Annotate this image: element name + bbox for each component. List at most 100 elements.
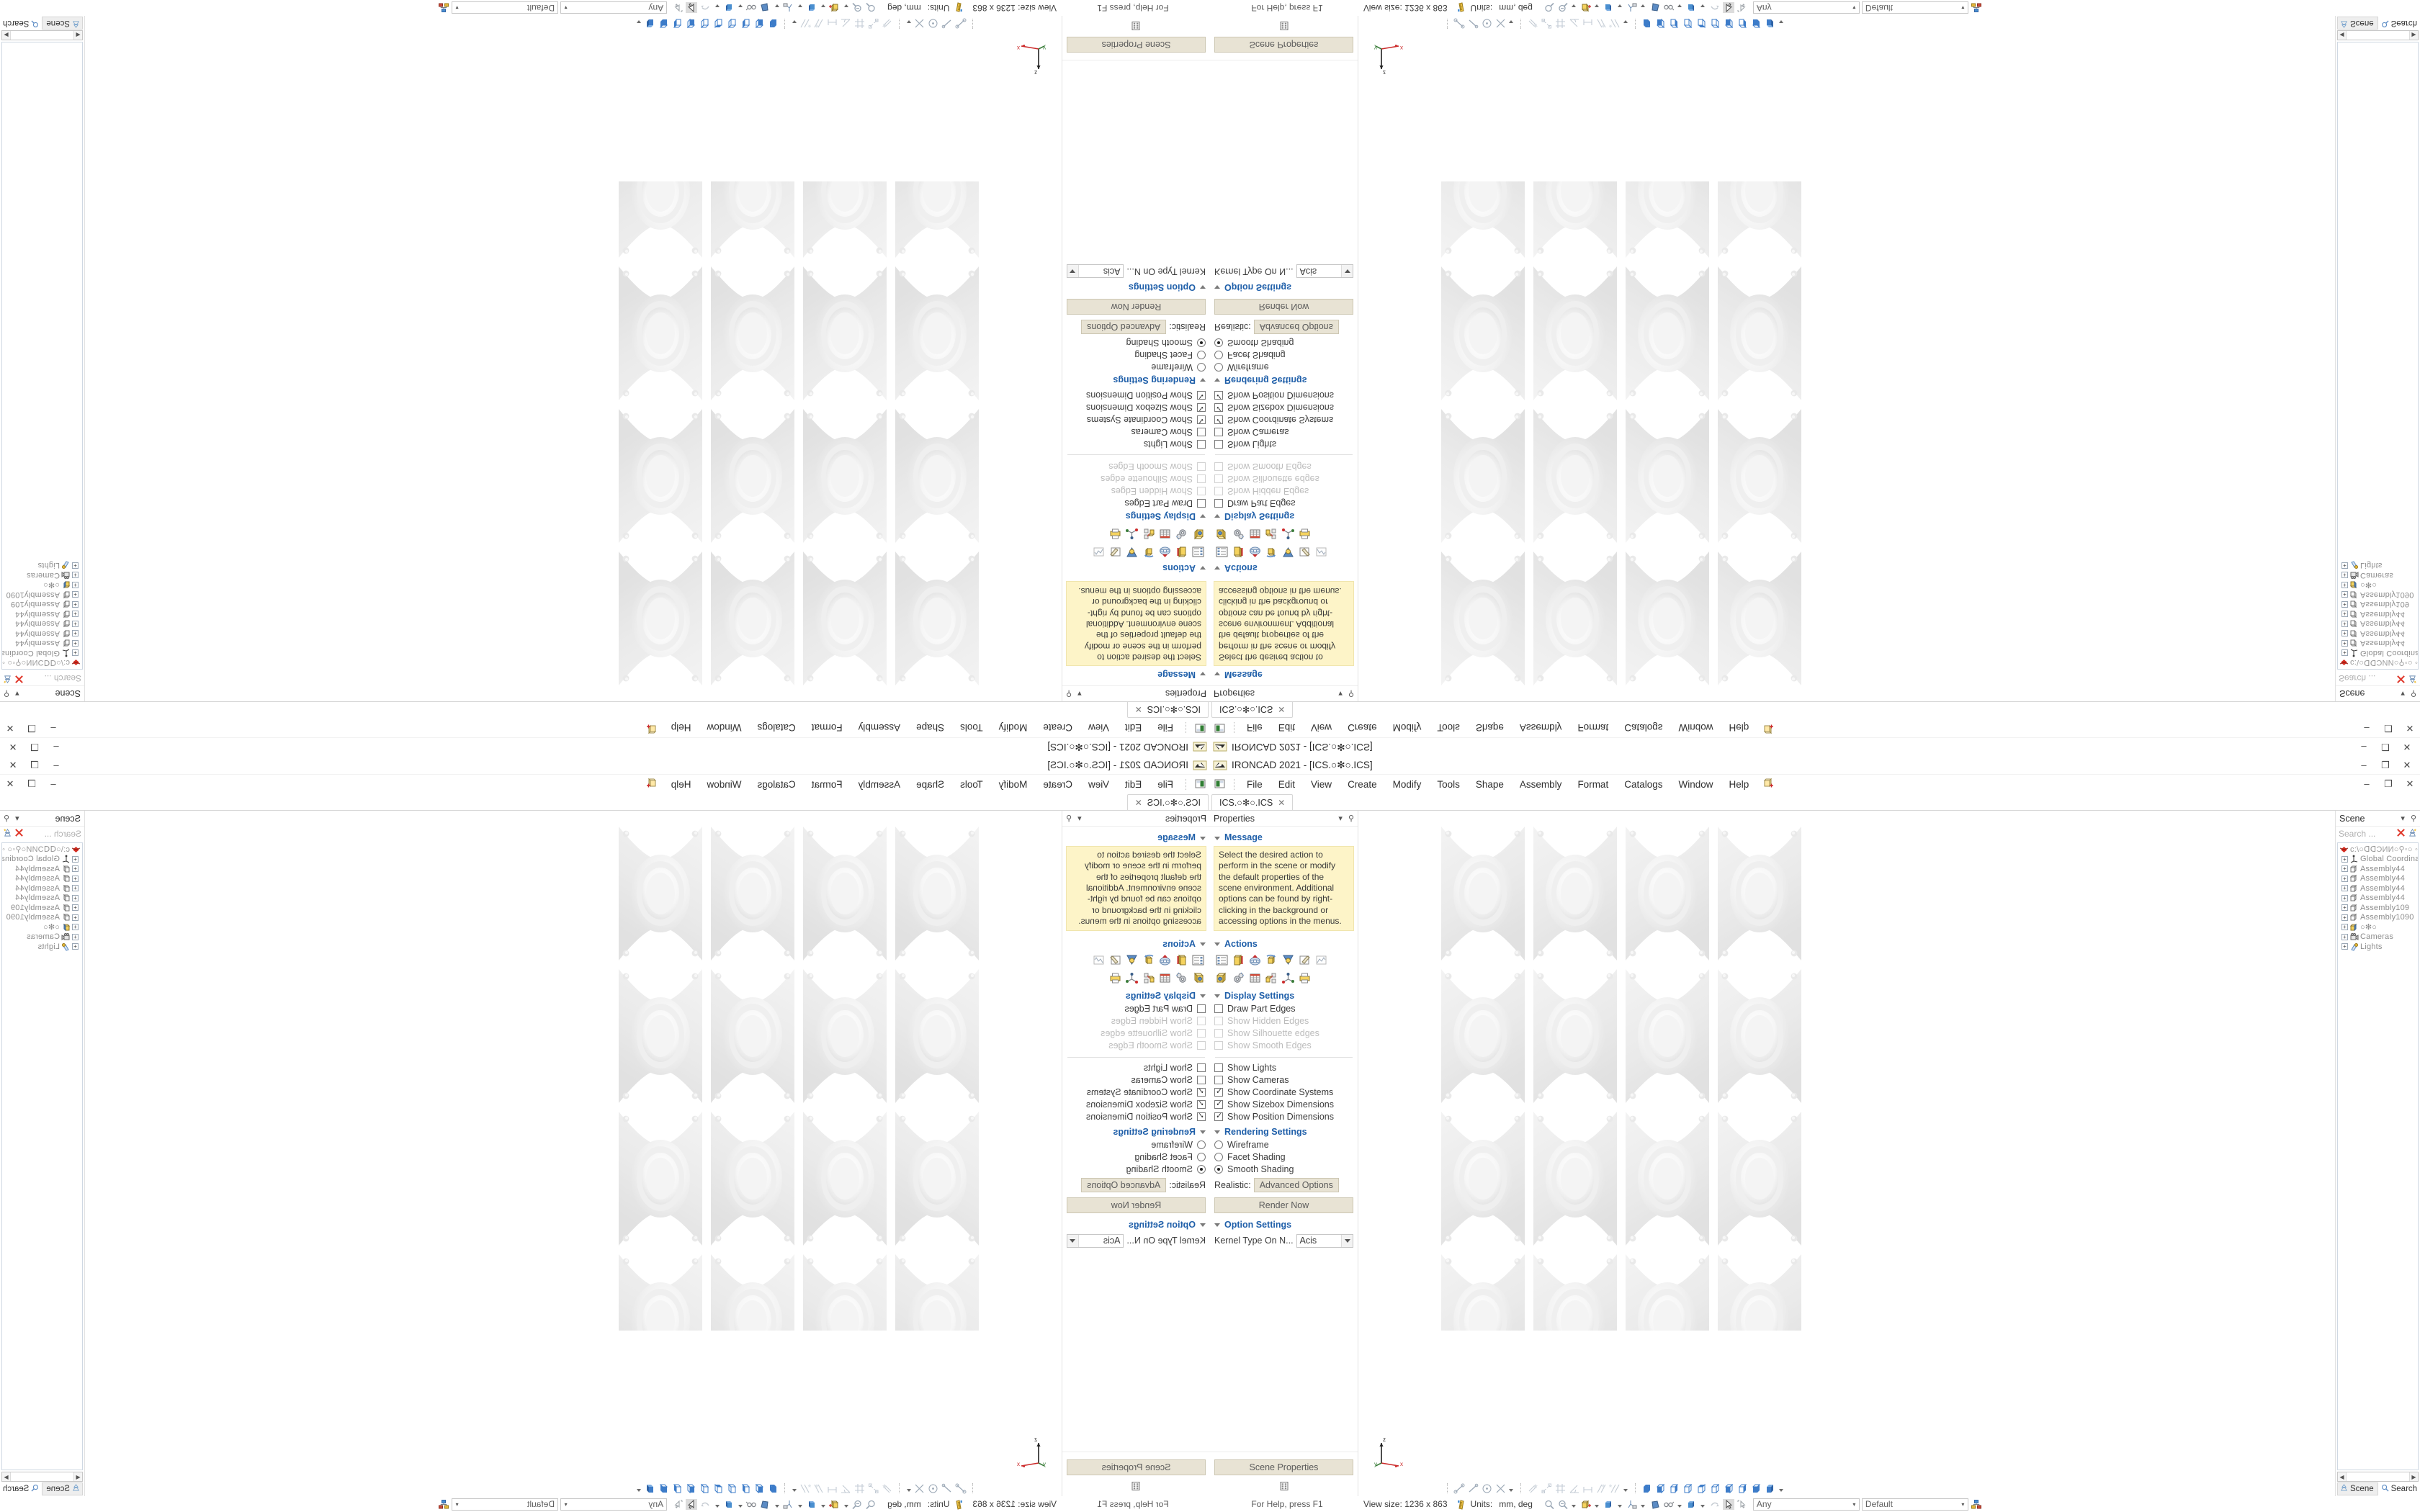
inner-restore-icon[interactable]: ❐ — [27, 778, 36, 789]
bottom-view-icon[interactable] — [1724, 1482, 1736, 1495]
chevron-down-icon[interactable] — [1341, 1234, 1353, 1247]
menu-create[interactable]: Create — [1348, 722, 1377, 734]
expand-plus-icon[interactable]: + — [2341, 914, 2348, 921]
scene-tree-item-assembly44-4[interactable]: + Assembly44 — [2339, 609, 2417, 619]
distance-icon[interactable] — [1582, 18, 1594, 30]
expand-plus-icon[interactable]: + — [72, 904, 79, 912]
selection-filter-select[interactable]: Any ▾ — [560, 1498, 668, 1511]
radio-icon[interactable] — [1197, 338, 1206, 347]
radio-wireframe[interactable]: Wireframe — [1210, 361, 1358, 373]
chevron-down-icon[interactable] — [1700, 4, 1705, 7]
menu-catalogs[interactable]: Catalogs — [757, 778, 796, 790]
grid-snap-icon[interactable] — [1554, 18, 1567, 30]
menu-view[interactable]: View — [1088, 722, 1109, 734]
section-header-actions[interactable]: Actions — [1062, 561, 1210, 577]
scene-tree-item-lights[interactable]: + Lights — [2339, 942, 2417, 952]
chevron-down-icon[interactable]: ▾ — [1077, 689, 1082, 698]
chevron-down-icon[interactable] — [738, 4, 743, 7]
minimize-icon[interactable]: – — [53, 759, 59, 770]
camera-icon[interactable] — [1663, 3, 1675, 14]
menu-file[interactable]: File — [1247, 778, 1263, 790]
right-view-icon[interactable] — [712, 18, 724, 30]
chevron-down-icon[interactable] — [792, 1489, 797, 1492]
close-icon[interactable]: ✕ — [9, 742, 17, 753]
trimetric-view-icon[interactable] — [671, 1482, 683, 1495]
render-now-button[interactable]: Render Now — [1214, 1197, 1353, 1213]
chevron-down-icon[interactable]: ▾ — [1077, 814, 1082, 823]
kernel-type-select[interactable]: Acis — [1296, 1233, 1353, 1248]
checkbox-icon[interactable] — [1197, 498, 1206, 508]
print-icon[interactable] — [1108, 527, 1122, 541]
menu-shape[interactable]: Shape — [916, 722, 945, 734]
scene-tree-item-global-coordinate-system[interactable]: + Global Coordinate System — [2339, 648, 2419, 658]
radio-icon[interactable] — [1214, 1140, 1223, 1150]
scroll-right-arrow-icon[interactable]: ▶ — [2409, 31, 2418, 40]
scene-search-input[interactable]: Search ... — [2339, 829, 2376, 839]
radio-smooth-shading[interactable]: Smooth Shading — [1062, 1164, 1210, 1176]
scene-tree-item-assembly44-2[interactable]: + Assembly44 — [3, 629, 81, 639]
lasso-icon[interactable] — [672, 3, 684, 14]
document-tab[interactable]: ICS.○✻○.ICS ✕ — [1211, 702, 1294, 718]
tree-structure-icon[interactable] — [1971, 3, 1982, 14]
expand-plus-icon[interactable]: + — [2341, 855, 2348, 863]
checkbox-icon[interactable] — [1197, 402, 1206, 412]
tab-search[interactable]: Search — [2379, 17, 2420, 29]
scene-properties-button[interactable]: Scene Properties — [1067, 37, 1206, 53]
scene-tree-item-part[interactable]: + ○✻○ — [3, 580, 81, 590]
right-view-icon[interactable] — [712, 1482, 724, 1495]
section-header-message[interactable]: Message — [1210, 667, 1358, 683]
advanced-options-button[interactable]: Advanced Options — [1253, 1177, 1339, 1192]
chevron-down-icon[interactable] — [792, 20, 797, 23]
expand-plus-icon[interactable]: + — [2341, 649, 2348, 657]
lasso-icon[interactable] — [1736, 1499, 1748, 1510]
scene-tree-item-assembly1090[interactable]: + Assembly1090 — [3, 590, 81, 600]
expand-plus-icon[interactable]: + — [72, 639, 79, 647]
add-part-icon[interactable] — [645, 778, 659, 791]
chevron-down-icon[interactable] — [1623, 1489, 1628, 1492]
scene-tree-horizontal-scrollbar[interactable]: ◀ ▶ — [1, 30, 83, 40]
checkbox-icon[interactable] — [1197, 1100, 1206, 1110]
chevron-down-icon[interactable] — [1640, 1505, 1645, 1508]
scene-tree-item-assembly44-3[interactable]: + Assembly44 — [2339, 883, 2417, 894]
grid-icon[interactable] — [1279, 1481, 1289, 1493]
grid-icon[interactable] — [1131, 1481, 1142, 1493]
chevron-down-icon[interactable] — [1677, 4, 1682, 7]
chevron-down-icon[interactable] — [637, 1489, 641, 1492]
line-icon[interactable] — [1467, 18, 1479, 30]
scene-tree-root[interactable]: c:\○ᗡᗡƆИИ○⚲◦○ ◦○ ◦⚲○ИИ — [1, 845, 81, 855]
coordinate-icon[interactable] — [1281, 527, 1295, 541]
restore-icon[interactable]: ❐ — [2381, 759, 2390, 770]
expand-plus-icon[interactable]: + — [72, 933, 79, 940]
section-header-option-settings[interactable]: Option Settings — [1210, 1216, 1358, 1232]
inner-minimize-icon[interactable]: – — [2364, 723, 2370, 734]
radio-smooth-shading[interactable]: Smooth Shading — [1062, 336, 1210, 348]
filter-tree-icon[interactable] — [2408, 828, 2417, 840]
chevron-down-icon[interactable] — [1617, 1505, 1622, 1508]
dimetric-view-icon[interactable] — [657, 1482, 669, 1495]
expand-plus-icon[interactable]: + — [2341, 885, 2348, 892]
menu-create[interactable]: Create — [1043, 722, 1072, 734]
inner-minimize-icon[interactable]: – — [2364, 778, 2370, 789]
scroll-track[interactable] — [2347, 1472, 2409, 1481]
scene-tree[interactable]: c:\○ᗡᗡƆИИ○⚲◦○ ◦○ ◦⚲○ИИ + Global Coordina… — [2337, 42, 2419, 670]
zoom-fit-icon[interactable] — [851, 1499, 863, 1510]
menu-window[interactable]: Window — [1678, 778, 1713, 790]
lasso-icon[interactable] — [1736, 3, 1748, 14]
chevron-down-icon[interactable]: ▾ — [1852, 4, 1856, 12]
menu-format[interactable]: Format — [1577, 778, 1609, 790]
scroll-left-arrow-icon[interactable]: ◀ — [73, 1472, 82, 1481]
zoom-fit-icon[interactable] — [1557, 3, 1569, 14]
exploded-view-icon[interactable] — [1142, 527, 1155, 541]
part-properties-icon[interactable] — [1232, 545, 1245, 559]
scene-tree-item-lights[interactable]: + Lights — [3, 561, 81, 571]
menu-modify[interactable]: Modify — [998, 722, 1028, 734]
scroll-track[interactable] — [2347, 31, 2409, 40]
chevron-down-icon[interactable] — [715, 4, 720, 7]
tab-scene[interactable]: Scene — [42, 1482, 83, 1495]
checkbox-show-position-dimensions[interactable]: Show Position Dimensions — [1062, 1111, 1210, 1123]
expand-plus-icon[interactable]: + — [72, 562, 79, 569]
expand-plus-icon[interactable]: + — [72, 600, 79, 608]
checkbox-show-lights[interactable]: Show Lights — [1062, 1062, 1210, 1074]
section-header-message[interactable]: Message — [1062, 829, 1210, 845]
minimize-icon[interactable]: – — [2361, 759, 2367, 770]
